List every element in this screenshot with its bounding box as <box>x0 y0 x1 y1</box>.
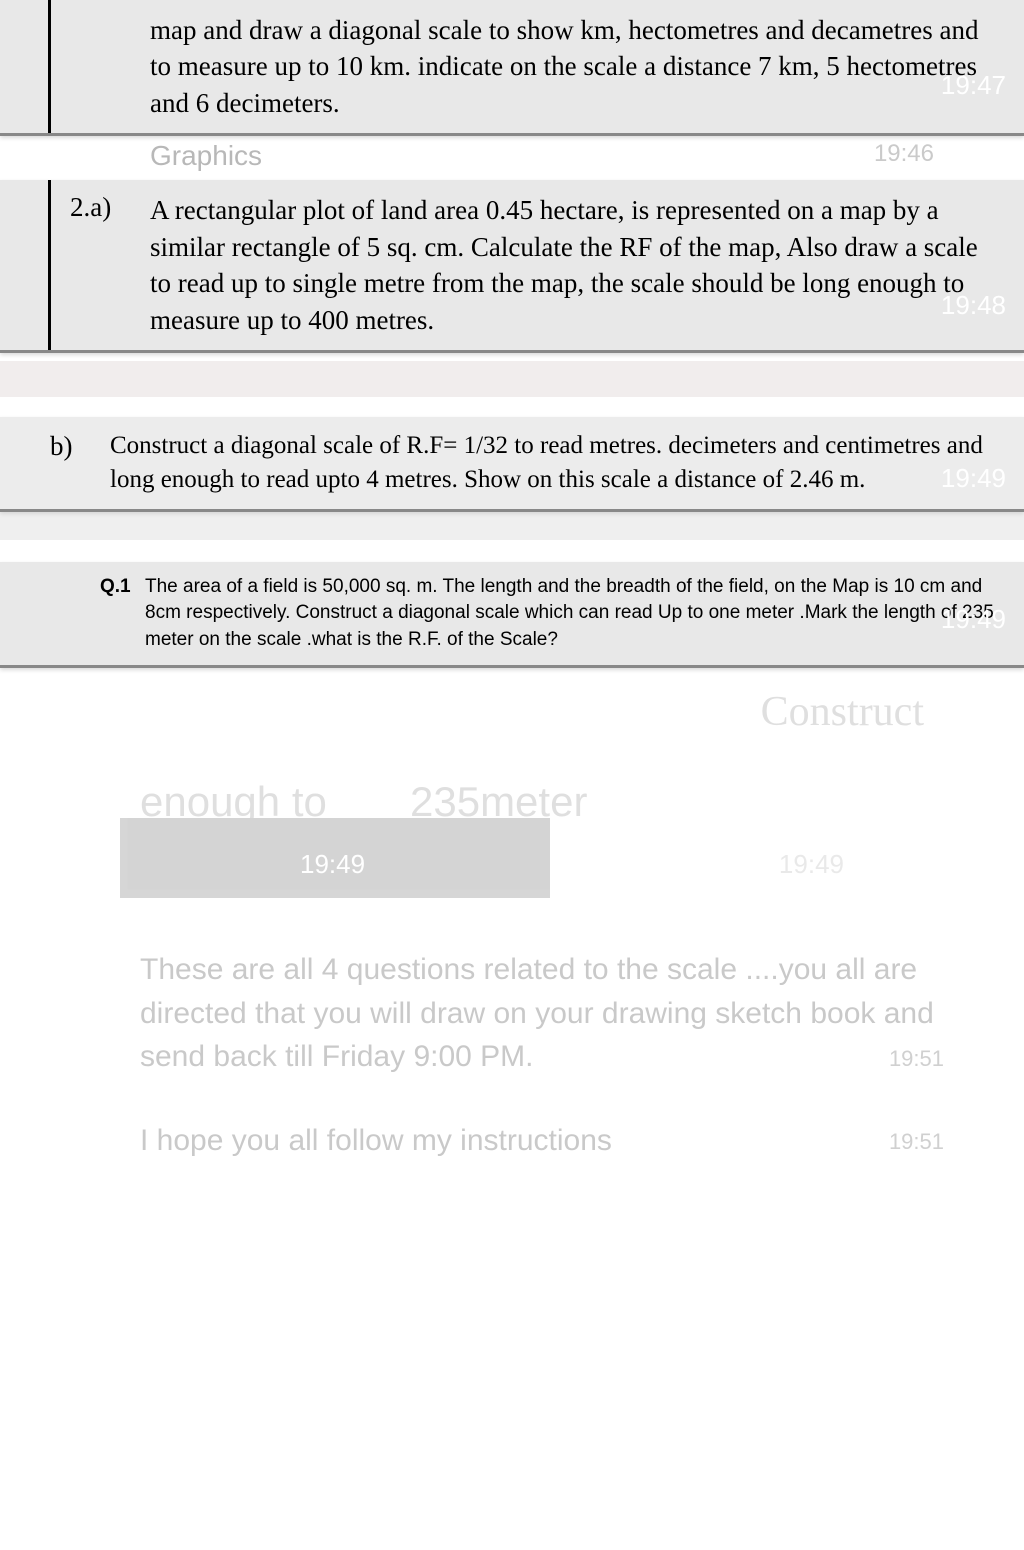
question-number: 2.a) <box>70 192 111 223</box>
message-card[interactable]: Q.1 The area of a field is 50,000 sq. m.… <box>0 562 1024 669</box>
ghost-band <box>0 361 1024 397</box>
ghost-band <box>0 512 1024 540</box>
ghost-row: Graphics 19:46 <box>0 136 1024 180</box>
timestamp: 19:48 <box>941 290 1006 321</box>
message-card[interactable]: 2.a) A rectangular plot of land area 0.4… <box>0 180 1024 353</box>
message-card[interactable]: b) Construct a diagonal scale of R.F= 1/… <box>0 417 1024 512</box>
question-number: b) <box>50 431 73 462</box>
ghost-ts: 19:49 <box>300 849 365 880</box>
timestamp: 19:51 <box>889 1043 944 1075</box>
question-text: The area of a field is 50,000 sq. m. The… <box>145 574 1004 654</box>
faded-message[interactable]: I hope you all follow my instructions 19… <box>140 1119 944 1163</box>
question-text: Construct a diagonal scale of R.F= 1/32 … <box>110 429 1004 497</box>
timestamp: 19:49 <box>941 463 1006 494</box>
faded-message[interactable]: These are all 4 questions related to the… <box>140 948 944 1079</box>
faded-message-text: I hope you all follow my instructions <box>140 1124 612 1157</box>
timestamp: 19:47 <box>941 70 1006 101</box>
timestamp: 19:51 <box>889 1126 944 1158</box>
spacer <box>0 397 1024 417</box>
question-text: map and draw a diagonal scale to show km… <box>150 12 1004 121</box>
ghost-timestamp: 19:46 <box>874 140 934 168</box>
ghost-image-block: Construct enough to 235meter 19:49 19:49 <box>100 678 964 908</box>
question-number: Q.1 <box>100 576 131 598</box>
question-text: A rectangular plot of land area 0.45 hec… <box>150 192 1004 338</box>
ghost-ts: 19:49 <box>779 849 844 880</box>
ghost-word: Construct <box>761 688 924 736</box>
faded-message-text: These are all 4 questions related to the… <box>140 953 934 1073</box>
question-bar <box>48 0 51 133</box>
ghost-label: Graphics <box>150 140 262 171</box>
question-bar <box>48 180 51 350</box>
timestamp: 19:49 <box>941 604 1006 635</box>
spacer <box>0 540 1024 562</box>
message-card[interactable]: map and draw a diagonal scale to show km… <box>0 0 1024 136</box>
